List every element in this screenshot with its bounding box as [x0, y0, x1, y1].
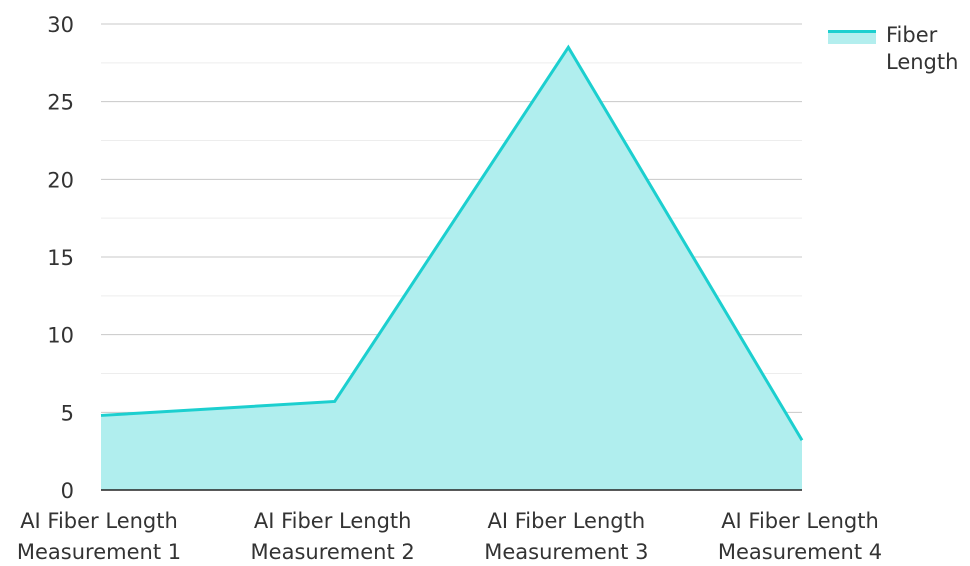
- x-tick-label-line: AI Fiber Length: [721, 509, 879, 533]
- x-tick-label-line: AI Fiber Length: [20, 509, 178, 533]
- y-tick-label: 25: [47, 91, 74, 115]
- area-layer: [101, 47, 802, 490]
- y-tick-label: 15: [47, 246, 74, 270]
- series-area-fill: [101, 47, 802, 490]
- x-tick-label-line: AI Fiber Length: [254, 509, 412, 533]
- x-tick-label: AI Fiber Length Measurement 2: [251, 509, 415, 562]
- x-tick-label-line: AI Fiber Length: [488, 509, 646, 533]
- x-tick-label: AI Fiber Length Measurement 3: [484, 509, 648, 562]
- x-tick-label-line: Measurement 4: [718, 540, 882, 562]
- legend-swatch: [828, 30, 876, 44]
- legend-label: Fiber Length: [886, 22, 970, 77]
- legend: Fiber Length: [828, 22, 970, 77]
- y-tick-label: 30: [47, 13, 74, 37]
- x-tick-label-line: Measurement 2: [251, 540, 415, 562]
- y-tick-label: 10: [47, 324, 74, 348]
- x-tick-label-line: Measurement 3: [484, 540, 648, 562]
- y-tick-label: 5: [61, 401, 74, 425]
- x-tick-label: AI Fiber Length Measurement 4: [718, 509, 882, 562]
- x-tick-label-line: Measurement 1: [17, 540, 181, 562]
- y-tick-label: 0: [61, 479, 74, 503]
- x-tick-label: AI Fiber Length Measurement 1: [17, 509, 181, 562]
- y-tick-label: 20: [47, 168, 74, 192]
